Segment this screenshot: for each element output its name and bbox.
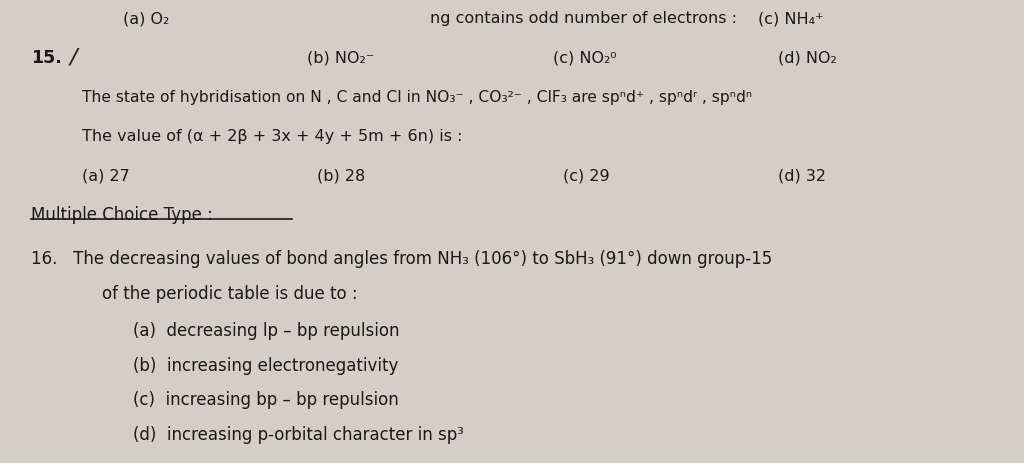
Text: (a) O₂: (a) O₂ <box>123 11 169 26</box>
Text: The value of (α + 2β + 3x + 4y + 5m + 6n) is :: The value of (α + 2β + 3x + 4y + 5m + 6n… <box>82 129 463 144</box>
Text: 16.   The decreasing values of bond angles from NH₃ (106°) to SbH₃ (91°) down gr: 16. The decreasing values of bond angles… <box>31 250 772 268</box>
Text: (b)  increasing electronegativity: (b) increasing electronegativity <box>133 357 398 375</box>
Text: (b) NO₂⁻: (b) NO₂⁻ <box>307 50 375 65</box>
Text: (c) NO₂⁰: (c) NO₂⁰ <box>553 50 616 65</box>
Text: (d) NO₂: (d) NO₂ <box>778 50 837 65</box>
Text: 15.: 15. <box>31 49 61 67</box>
Text: (a)  decreasing lp – bp repulsion: (a) decreasing lp – bp repulsion <box>133 322 399 340</box>
Text: (d)  increasing p-orbital character in sp³: (d) increasing p-orbital character in sp… <box>133 426 464 444</box>
Text: (a) 27: (a) 27 <box>82 169 130 183</box>
Text: The state of hybridisation on N , C and Cl in NO₃⁻ , CO₃²⁻ , ClF₃ are spⁿd⁺ , sp: The state of hybridisation on N , C and … <box>82 90 752 105</box>
Text: (b) 28: (b) 28 <box>317 169 366 183</box>
Text: Multiple Choice Type :: Multiple Choice Type : <box>31 206 213 224</box>
Text: of the periodic table is due to :: of the periodic table is due to : <box>102 285 358 303</box>
Text: (c) NH₄⁺: (c) NH₄⁺ <box>758 11 823 26</box>
Text: (c)  increasing bp – bp repulsion: (c) increasing bp – bp repulsion <box>133 392 399 409</box>
Text: (c) 29: (c) 29 <box>563 169 610 183</box>
Text: (d) 32: (d) 32 <box>778 169 826 183</box>
Text: ng contains odd number of electrons :: ng contains odd number of electrons : <box>430 11 737 26</box>
Text: /: / <box>70 48 78 68</box>
